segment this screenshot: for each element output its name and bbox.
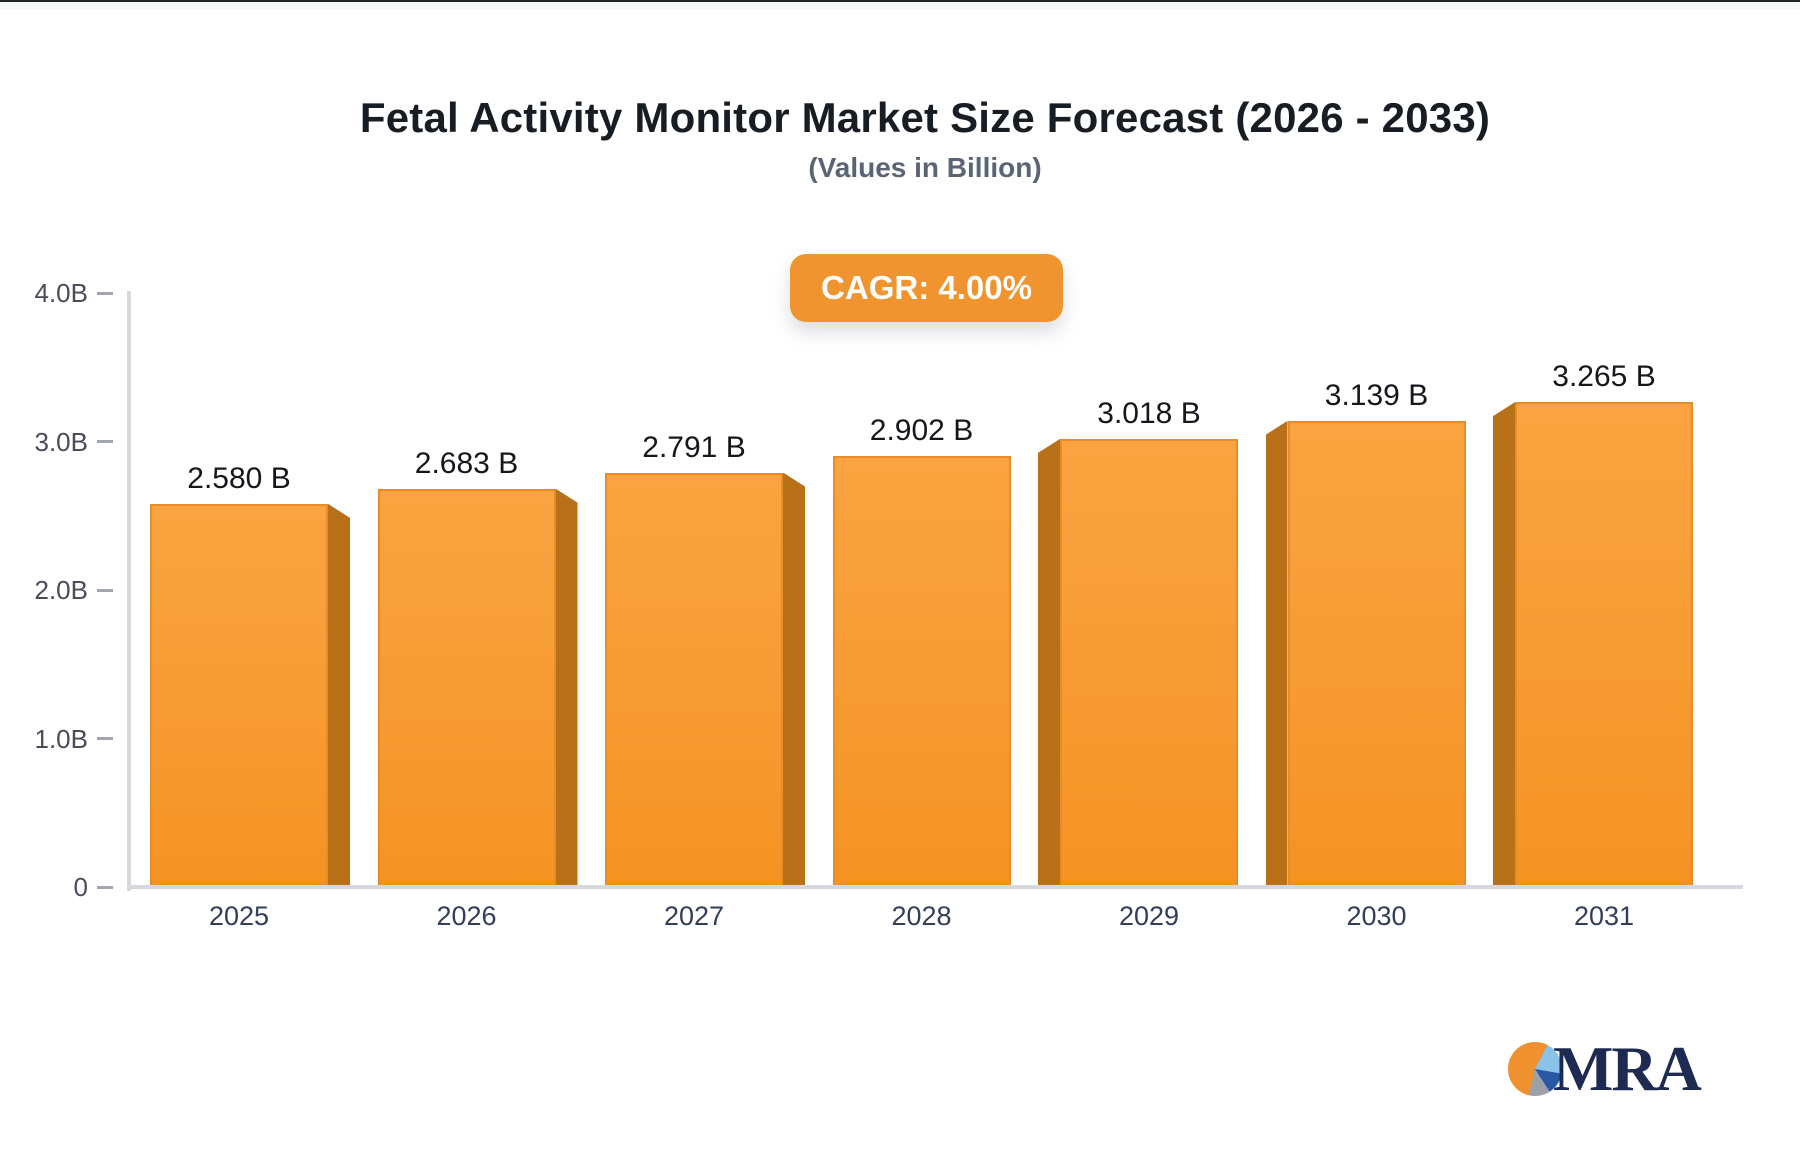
y-axis-tick: [97, 440, 113, 443]
bar-2025: [150, 503, 328, 887]
chart-title: Fetal Activity Monitor Market Size Forec…: [359, 94, 1491, 141]
brand-logo: MRA: [1508, 1033, 1702, 1104]
bar-2029: [1060, 438, 1238, 887]
y-axis-tick-label: 4.0B: [34, 278, 89, 308]
bar-side-face-2027: [783, 472, 805, 887]
bar-side-face-2025: [328, 503, 350, 887]
logo-text: MRA: [1553, 1033, 1702, 1104]
bar-side-face-2029: [1038, 438, 1060, 887]
x-axis-label-2030: 2030: [1346, 901, 1407, 931]
y-axis-tick-label: 1.0B: [34, 723, 89, 754]
bar-2027: [605, 472, 783, 887]
bar-side-face-2031: [1493, 402, 1515, 887]
x-axis-label-2028: 2028: [891, 901, 952, 931]
y-axis-tick: [97, 291, 113, 295]
bar-value-label-2029: 3.018 B: [1097, 396, 1201, 430]
y-axis-line: [127, 291, 131, 891]
bar-2028: [832, 456, 1011, 887]
y-axis-tick: [97, 588, 113, 592]
x-axis-label-2029: 2029: [1118, 901, 1180, 931]
cagr-badge: CAGR: 4.00%: [790, 254, 1063, 322]
x-axis-label-2026: 2026: [436, 901, 497, 931]
bar-value-label-2028: 2.902 B: [869, 414, 974, 448]
bar-value-label-2027: 2.791 B: [642, 430, 746, 464]
bar-2030: [1287, 420, 1466, 887]
x-axis-label-2031: 2031: [1573, 901, 1635, 931]
x-axis-label-2025: 2025: [208, 901, 270, 931]
bar-value-label-2030: 3.139 B: [1324, 378, 1429, 412]
y-axis-tick: [97, 885, 113, 889]
y-axis-tick-label: 0: [73, 872, 88, 902]
bar-value-label-2031: 3.265 B: [1552, 360, 1656, 394]
bar-value-label-2026: 2.683 B: [414, 446, 519, 480]
bar-2031: [1515, 402, 1693, 887]
chart-subtitle: (Values in Billion): [808, 152, 1042, 183]
y-axis-tick-label: 3.0B: [34, 426, 89, 457]
bar-side-face-2026: [555, 488, 578, 887]
y-axis-tick: [97, 737, 113, 740]
bar-value-label-2025: 2.580 B: [187, 461, 291, 495]
bar-side-face-2030: [1265, 420, 1288, 887]
bar-2026: [377, 488, 556, 887]
x-axis-line: [127, 885, 1743, 889]
x-axis-label-2027: 2027: [663, 901, 725, 931]
pie-chart-logo-icon: [1508, 1042, 1562, 1096]
y-axis-tick-label: 2.0B: [34, 575, 89, 605]
screenshot-top-edge: [0, 0, 1800, 9]
